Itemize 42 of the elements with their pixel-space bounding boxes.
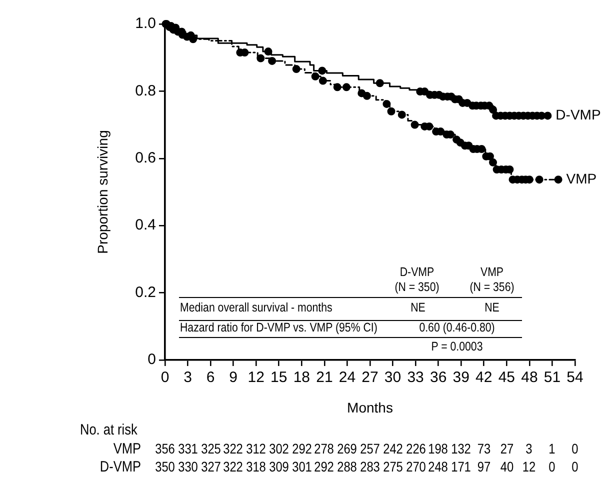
x-tick-label: 36: [430, 369, 447, 386]
x-tick-label: 33: [407, 369, 424, 386]
y-tick-label: 0.4: [135, 216, 156, 234]
text: 356 331 325 322 312 302 292 278 269 257 242 226 198 132 73 27 3 1 0: [155, 440, 578, 456]
y-tick-label: 0.8: [135, 82, 156, 100]
x-tick-label: 0: [160, 369, 170, 386]
annotation: NE: [484, 300, 500, 316]
series-label: D-VMP: [556, 106, 601, 123]
x-tick-label: 30: [384, 369, 402, 386]
text: No. at risk: [80, 422, 138, 438]
y-tick-label: 0.6: [135, 150, 156, 167]
x-tick-label: 15: [270, 369, 288, 386]
y-axis-title: Proportion surviving: [94, 130, 110, 254]
x-tick-label: 51: [544, 369, 561, 386]
x-tick-label: 54: [566, 369, 584, 386]
text: VMP: [113, 440, 141, 458]
annotation: Median overall survival - months: [180, 300, 332, 316]
x-tick-label: 9: [229, 369, 238, 386]
annotation: 0.60 (0.46-0.80): [419, 320, 495, 336]
x-tick-label: 21: [316, 369, 333, 386]
x-tick-label: 18: [293, 369, 310, 386]
annotation: NE: [410, 300, 426, 316]
annotation: P = 0.0003: [431, 340, 483, 354]
y-tick-label: 0.2: [135, 284, 156, 301]
x-axis-title: Months: [347, 399, 393, 416]
text: 350 330 327 322 318 309 301 292 288 283 275 270 248 171 97 40 12 0 0: [155, 458, 578, 474]
x-tick-label: 42: [476, 369, 492, 386]
x-tick-label: 24: [338, 369, 356, 386]
x-tick-label: 3: [184, 369, 192, 386]
y-tick-label: 1.0: [135, 15, 156, 32]
annotation: Hazard ratio for D-VMP vs. VMP (95% CI): [180, 320, 378, 336]
series-label: VMP: [566, 170, 597, 186]
x-tick-label: 48: [521, 369, 538, 386]
x-tick-label: 27: [362, 369, 378, 386]
annotation: VMP (N = 356): [470, 265, 514, 295]
x-tick-label: 12: [248, 369, 264, 386]
x-tick-label: 39: [452, 369, 470, 386]
text: D-VMP: [100, 458, 141, 476]
x-tick-label: 45: [498, 369, 516, 386]
annotation: D-VMP (N = 350): [394, 265, 440, 295]
x-tick-label: 6: [206, 369, 215, 386]
y-tick-label: 0: [148, 351, 156, 368]
